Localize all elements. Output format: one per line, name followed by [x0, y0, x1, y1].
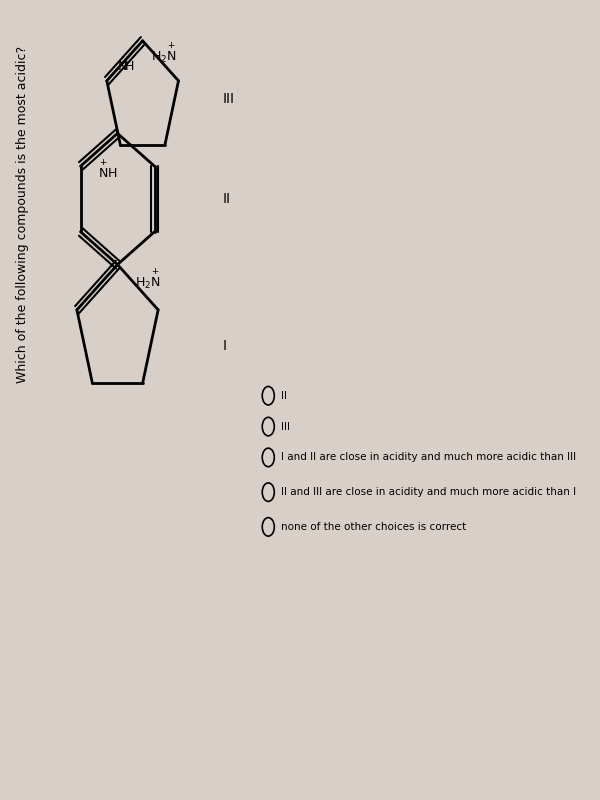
Text: $\mathrm{H_2\overset{+}{N}}$: $\mathrm{H_2\overset{+}{N}}$ — [136, 266, 161, 290]
Text: Which of the following compounds is the most acidic?: Which of the following compounds is the … — [16, 46, 29, 383]
Text: III: III — [281, 422, 290, 431]
Text: $\mathrm{\overset{+}{N}H}$: $\mathrm{\overset{+}{N}H}$ — [98, 159, 118, 181]
Text: $\mathrm{N\!H}$: $\mathrm{N\!H}$ — [117, 60, 134, 73]
Text: II: II — [281, 390, 287, 401]
Text: I: I — [223, 338, 227, 353]
Text: $\mathrm{H_2\overset{+}{N}}$: $\mathrm{H_2\overset{+}{N}}$ — [151, 42, 176, 66]
Text: II and III are close in acidity and much more acidic than I: II and III are close in acidity and much… — [281, 487, 576, 497]
Text: I and II are close in acidity and much more acidic than III: I and II are close in acidity and much m… — [281, 453, 576, 462]
Text: III: III — [223, 92, 235, 106]
Text: II: II — [223, 192, 231, 206]
Text: none of the other choices is correct: none of the other choices is correct — [281, 522, 466, 532]
